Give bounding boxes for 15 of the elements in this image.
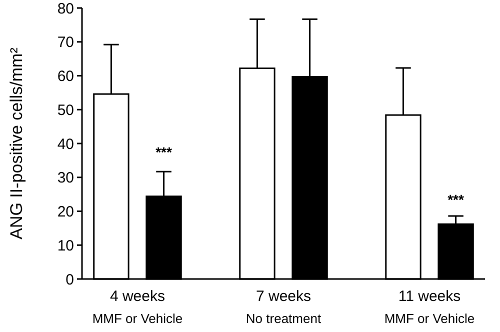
annotation: *** [448, 191, 465, 208]
annotation: *** [156, 144, 172, 160]
y-tick-label: 30 [57, 170, 74, 187]
y-axis-title: ANG II-positive cells/mm² [7, 47, 26, 240]
y-tick-label: 70 [57, 34, 74, 52]
y-tick-label: 40 [57, 136, 74, 153]
y-tick-label: 80 [57, 0, 74, 18]
x-tick-label: 4 weeks MMF or Vehicle [92, 288, 183, 326]
y-tick-label: 0 [66, 271, 74, 288]
x-tick-label: 7 weeks No treatment [246, 288, 322, 326]
x-tick-label: 11 weeks MMF or Vehicle [384, 288, 475, 326]
y-tick-label: 60 [57, 68, 74, 85]
y-tick-label: 20 [57, 204, 74, 220]
y-tick-label: 50 [57, 102, 74, 119]
y-tick-label: 10 [57, 237, 74, 254]
